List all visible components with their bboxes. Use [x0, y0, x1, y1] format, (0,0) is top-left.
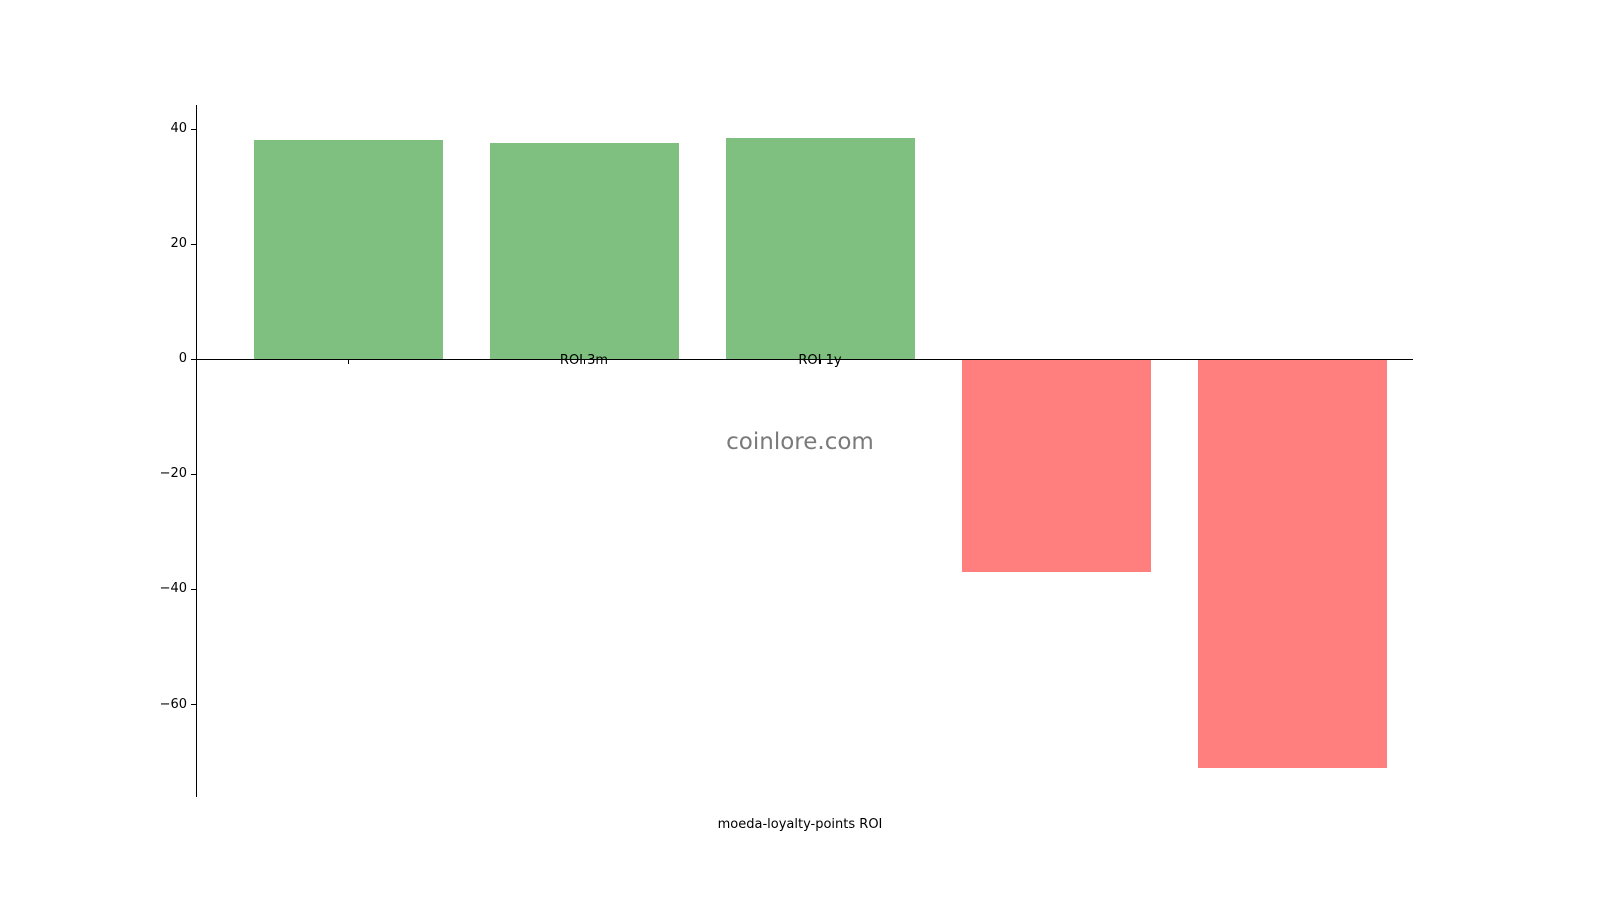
- y-tick-mark: [191, 704, 196, 705]
- chart-title: moeda-loyalty-points ROI: [717, 817, 883, 832]
- y-tick-label: 0: [178, 351, 187, 367]
- watermark: coinlore.com: [726, 429, 874, 455]
- x-tick-mark: [820, 359, 821, 365]
- y-tick-mark: [191, 473, 196, 475]
- y-tick-label: −60: [159, 696, 187, 712]
- y-tick-label: −40: [159, 581, 187, 597]
- y-tick-mark: [191, 588, 196, 590]
- x-tick-label: ROI 1y: [798, 352, 842, 368]
- y-tick-label: 20: [170, 236, 187, 252]
- x-tick-mark: [348, 359, 349, 365]
- x-tick-mark: [584, 359, 585, 365]
- y-tick-mark: [191, 128, 196, 130]
- y-tick-mark: [191, 358, 196, 360]
- x-axis-zero-line: [196, 358, 1413, 360]
- positive-bar: [489, 143, 679, 359]
- y-tick-label: −20: [159, 466, 187, 482]
- y-tick-mark: [191, 243, 196, 245]
- positive-bar: [725, 138, 915, 359]
- x-tick-label: ROI 3m: [559, 352, 609, 368]
- negative-bar: [1197, 358, 1387, 769]
- negative-bar: [961, 358, 1151, 572]
- positive-bar: [253, 140, 443, 359]
- y-tick-label: 40: [170, 121, 187, 136]
- y-axis-line: [196, 105, 197, 797]
